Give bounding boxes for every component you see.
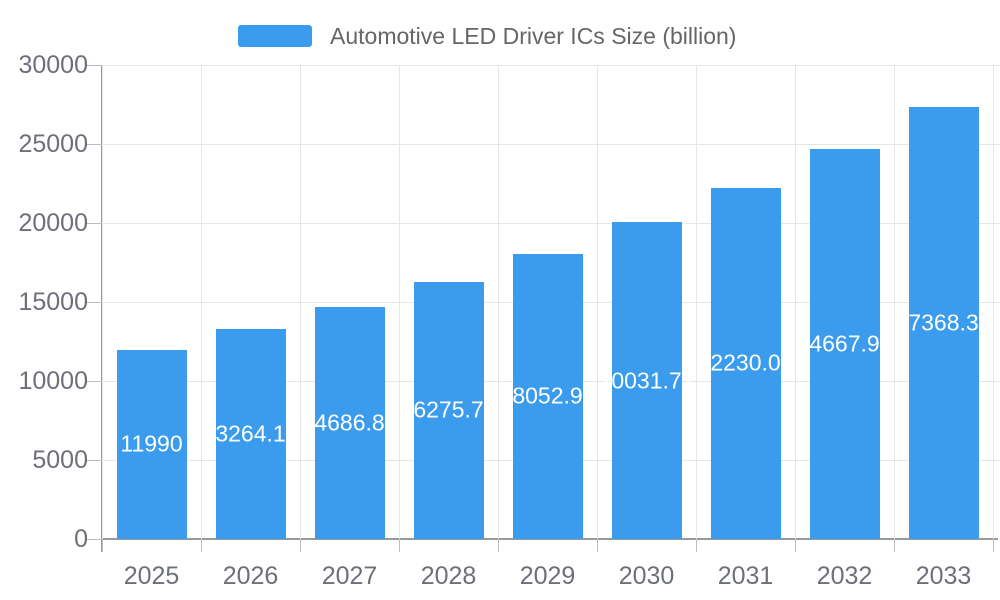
- bar-value-label: 16275.72: [400, 396, 497, 423]
- legend-label: Automotive LED Driver ICs Size (billion): [330, 23, 737, 49]
- x-axis-tick: [399, 539, 400, 552]
- bar-2031[interactable]: 22230.02: [698, 187, 793, 539]
- gridline-vertical: [795, 65, 796, 539]
- gridline-vertical: [300, 65, 301, 539]
- y-axis-tick-label: 30000: [18, 51, 88, 79]
- bar-value-label: 20031.71: [598, 367, 695, 394]
- x-axis-tick-label: 2027: [321, 562, 378, 590]
- y-axis-tick: [86, 381, 102, 382]
- gridline-vertical: [894, 65, 895, 539]
- x-axis-line: [101, 538, 998, 540]
- bar-value-label: 18052.93: [499, 382, 596, 409]
- y-axis-tick: [86, 460, 102, 461]
- x-axis-tick-label: 2031: [717, 562, 774, 590]
- x-axis-tick-label: 2033: [915, 562, 972, 590]
- y-axis-tick-label: 0: [74, 525, 88, 553]
- x-axis-tick-label: 2025: [123, 562, 180, 590]
- x-axis-tick-label: 2026: [222, 562, 279, 590]
- legend-item[interactable]: Automotive LED Driver ICs Size (billion): [238, 22, 736, 50]
- x-axis-tick: [696, 539, 697, 552]
- y-axis-tick: [86, 144, 102, 145]
- bar-value-label: 27368.34: [895, 309, 992, 336]
- x-axis-tick: [201, 539, 202, 552]
- x-axis-tick: [993, 539, 994, 552]
- gridline-vertical: [201, 65, 202, 539]
- x-axis-tick-label: 2032: [816, 562, 873, 590]
- x-axis-tick: [498, 539, 499, 552]
- bar-value-label: 24667.93: [796, 330, 893, 357]
- x-axis-tick: [894, 539, 895, 552]
- bar-2025[interactable]: 11990: [116, 349, 187, 539]
- x-axis-tick-label: 2030: [618, 562, 675, 590]
- y-axis-tick-label: 15000: [18, 288, 88, 316]
- y-axis-tick: [86, 65, 102, 66]
- x-axis-tick: [102, 539, 103, 552]
- bar-value-label: 13264.12: [202, 420, 299, 447]
- bar-value-label: 14686.84: [301, 409, 398, 436]
- y-axis-tick-label: 5000: [32, 446, 88, 474]
- legend-swatch: [238, 25, 312, 47]
- gridline-vertical: [597, 65, 598, 539]
- x-axis-tick: [795, 539, 796, 552]
- gridline-vertical: [498, 65, 499, 539]
- y-axis-tick: [86, 302, 102, 303]
- bar-2027[interactable]: 14686.84: [302, 306, 397, 539]
- gridline-horizontal: [102, 65, 1000, 66]
- bar-2028[interactable]: 16275.72: [401, 281, 496, 539]
- bar-value-label: 11990: [120, 430, 183, 457]
- y-axis-tick: [86, 539, 102, 540]
- gridline-horizontal: [102, 144, 1000, 145]
- x-axis-tick: [300, 539, 301, 552]
- gridline-horizontal: [102, 223, 1000, 224]
- gridline-vertical: [696, 65, 697, 539]
- bar-2029[interactable]: 18052.93: [500, 253, 595, 539]
- bar-2033[interactable]: 27368.34: [896, 106, 991, 539]
- bar-2030[interactable]: 20031.71: [599, 222, 694, 539]
- y-axis-tick-label: 20000: [18, 209, 88, 237]
- x-axis-tick-label: 2029: [519, 562, 576, 590]
- x-axis-tick: [597, 539, 598, 552]
- bar-value-label: 22230.02: [697, 349, 794, 376]
- gridline-vertical: [399, 65, 400, 539]
- y-axis-tick-label: 10000: [18, 367, 88, 395]
- bar-2026[interactable]: 13264.12: [203, 329, 298, 539]
- y-axis-tick: [86, 223, 102, 224]
- bar-2032[interactable]: 24667.93: [797, 149, 892, 539]
- y-axis-tick-label: 25000: [18, 130, 88, 158]
- gridline-vertical: [993, 65, 994, 539]
- x-axis-tick-label: 2028: [420, 562, 477, 590]
- gridline-vertical: [102, 65, 103, 539]
